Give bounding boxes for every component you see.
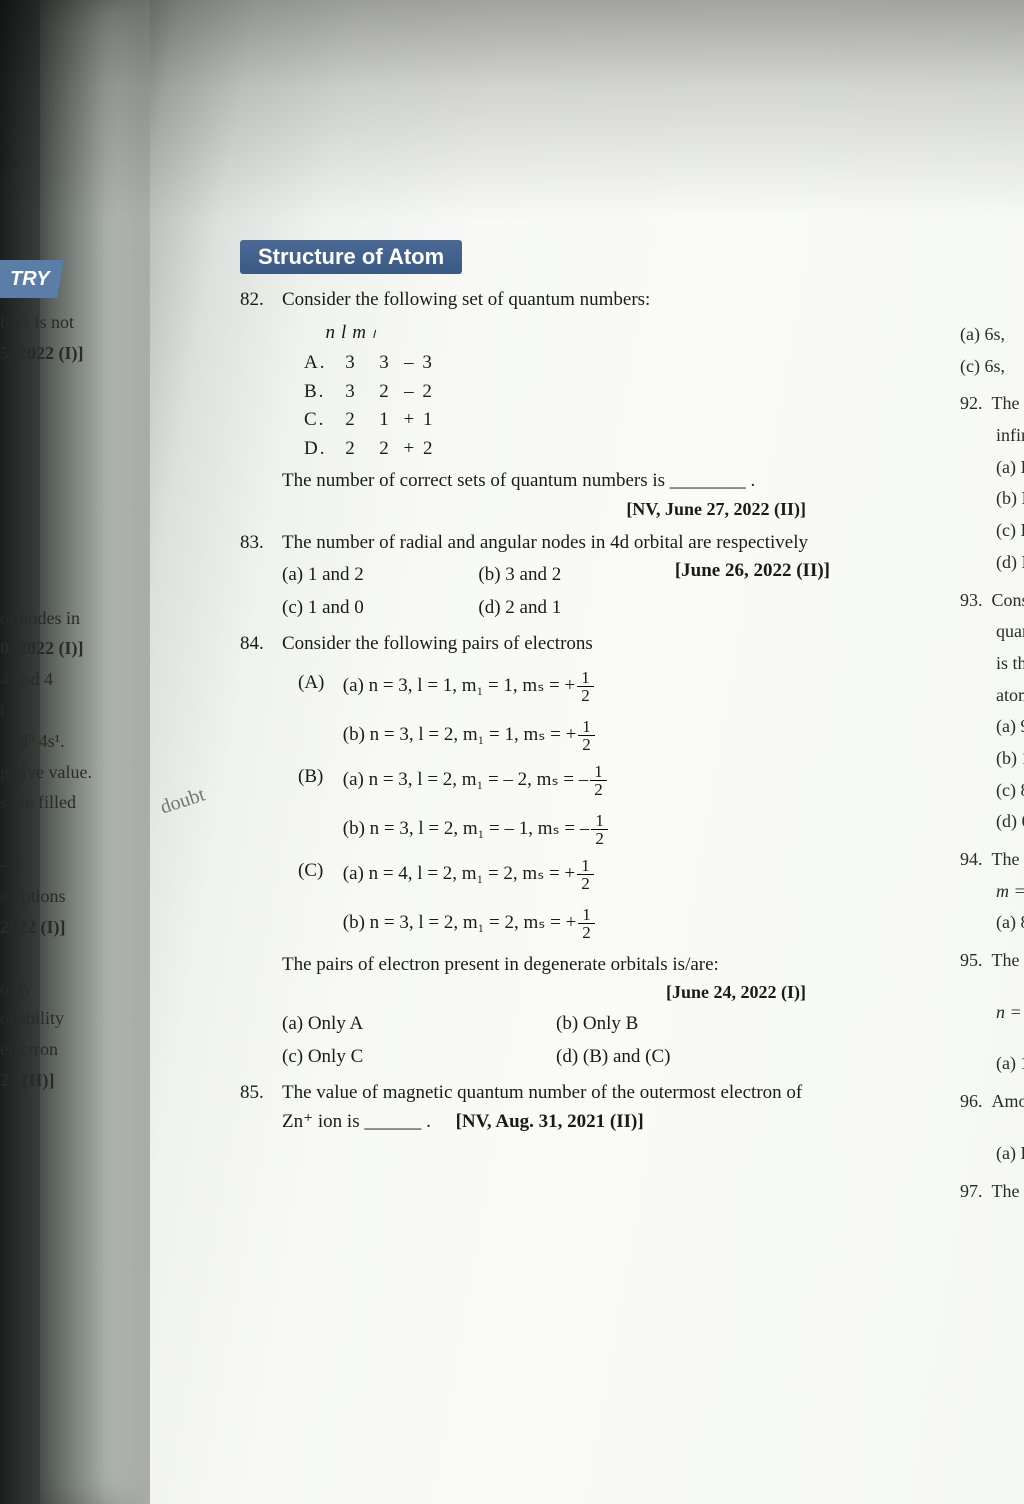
- frag-text: (c) It: [996, 516, 1024, 546]
- question-text: The number of radial and angular nodes i…: [282, 532, 808, 553]
- frag-text: t ?: [0, 696, 170, 725]
- option-d: (d) (B) and (C): [556, 1041, 830, 1074]
- option-b: (b) 3 and 2: [478, 559, 674, 592]
- frag-text: (a) 6s,: [960, 320, 1024, 350]
- frag-text: 2022 (I)]: [0, 913, 170, 942]
- frag-text: (a) 11: [996, 1049, 1024, 1079]
- left-cutoff-column: TRY bers is not 5, 2022 (I)] of nodes in…: [0, 260, 170, 1097]
- frag-text: 4 and 4: [0, 665, 170, 694]
- exam-reference: [June 26, 2022 (II)]: [675, 557, 830, 586]
- question-85: 85. The value of magnetic quantum number…: [240, 1079, 830, 1136]
- exam-reference: [June 24, 2022 (I)]: [282, 979, 806, 1006]
- frag-text: bers is not: [0, 308, 170, 337]
- question-text: Consider the following pairs of electron…: [282, 630, 830, 659]
- frag-text: is the p: [996, 649, 1024, 679]
- frag-text: infinite: [996, 421, 1024, 451]
- frag-text: (a) 8: [996, 908, 1024, 938]
- exam-reference: [NV, June 27, 2022 (II)]: [282, 496, 806, 523]
- question-tail: The number of correct sets of quantum nu…: [282, 467, 830, 496]
- frag-text: m = –: [996, 877, 1024, 907]
- question-text: Consider the following set of quantum nu…: [282, 286, 830, 315]
- question-84: 84. Consider the following pairs of elec…: [240, 630, 830, 1073]
- option-d: (d) 2 and 1: [478, 592, 674, 625]
- frag-text: 22 (II)]: [0, 1066, 170, 1095]
- frag-text: (d) 6: [996, 807, 1024, 837]
- frag-text: of nodes in: [0, 604, 170, 633]
- quantum-table: nlmₗ A.33– 3 B.32– 2 C.21+ 1 D.22+ 2: [304, 319, 830, 464]
- question-tail: The pairs of electron present in degener…: [282, 951, 830, 980]
- right-cutoff-column: (a) 6s, (c) 6s, 92. The co infinite (a) …: [960, 320, 1024, 1208]
- frag-text: (a) 9: [996, 712, 1024, 742]
- frag-text: (a) It: [996, 453, 1024, 483]
- frag-text: 0, 2022 (I)]: [0, 634, 170, 663]
- try-tab: TRY: [0, 260, 64, 298]
- frag-text: s are filled: [0, 788, 170, 817]
- frag-text: (c) 6s,: [960, 352, 1024, 382]
- frag-text: (b) 13: [996, 744, 1024, 774]
- frag-text: obability: [0, 1004, 170, 1033]
- frag-text: atomic: [996, 681, 1024, 711]
- frag-text: 5, 2022 (I)]: [0, 339, 170, 368]
- frag-text: – 2 .: [0, 851, 170, 880]
- option-b: (b) Only B: [556, 1008, 830, 1041]
- option-c: (c) 1 and 0: [282, 592, 478, 625]
- option-c: (c) Only C: [282, 1041, 556, 1074]
- exam-reference: [NV, Aug. 31, 2021 (II)]: [456, 1111, 644, 1132]
- frag-text: (d) It: [996, 548, 1024, 578]
- page-content: Structure of Atom 82. Consider the follo…: [150, 0, 1024, 1504]
- question-83: 83. The number of radial and angular nod…: [240, 529, 830, 625]
- frag-text: 3d⁵ 4s¹.: [10, 727, 170, 756]
- pair-C: (C) (a) n = 4, l = 2, m₁ = 2, mₛ = +12 (…: [298, 857, 830, 941]
- frag-text: n = 5,: [996, 998, 1024, 1028]
- frag-text: electron: [0, 1035, 170, 1064]
- frag-text: (b) It: [996, 484, 1024, 514]
- pair-A: (A) (a) n = 3, l = 1, m₁ = 1, mₛ = +12 (…: [298, 669, 830, 753]
- question-number: 84.: [240, 630, 282, 1073]
- option-a: (a) 1 and 2: [282, 559, 478, 592]
- question-number: 83.: [240, 529, 282, 625]
- frag-text: quantu: [996, 617, 1024, 647]
- frag-text: (c) 8: [996, 776, 1024, 806]
- frag-text: e options: [0, 882, 170, 911]
- question-82: 82. Consider the following set of quantu…: [240, 286, 830, 523]
- question-number: 85.: [240, 1079, 282, 1136]
- question-number: 82.: [240, 286, 282, 523]
- frag-text: only: [0, 974, 170, 1003]
- pair-B: (B) (a) n = 3, l = 2, m₁ = – 2, mₛ = –12…: [298, 763, 830, 847]
- frag-text: (a) K: [996, 1139, 1024, 1169]
- frag-text: gative value.: [0, 758, 170, 787]
- chapter-header: Structure of Atom: [240, 240, 462, 274]
- option-a: (a) Only A: [282, 1008, 556, 1041]
